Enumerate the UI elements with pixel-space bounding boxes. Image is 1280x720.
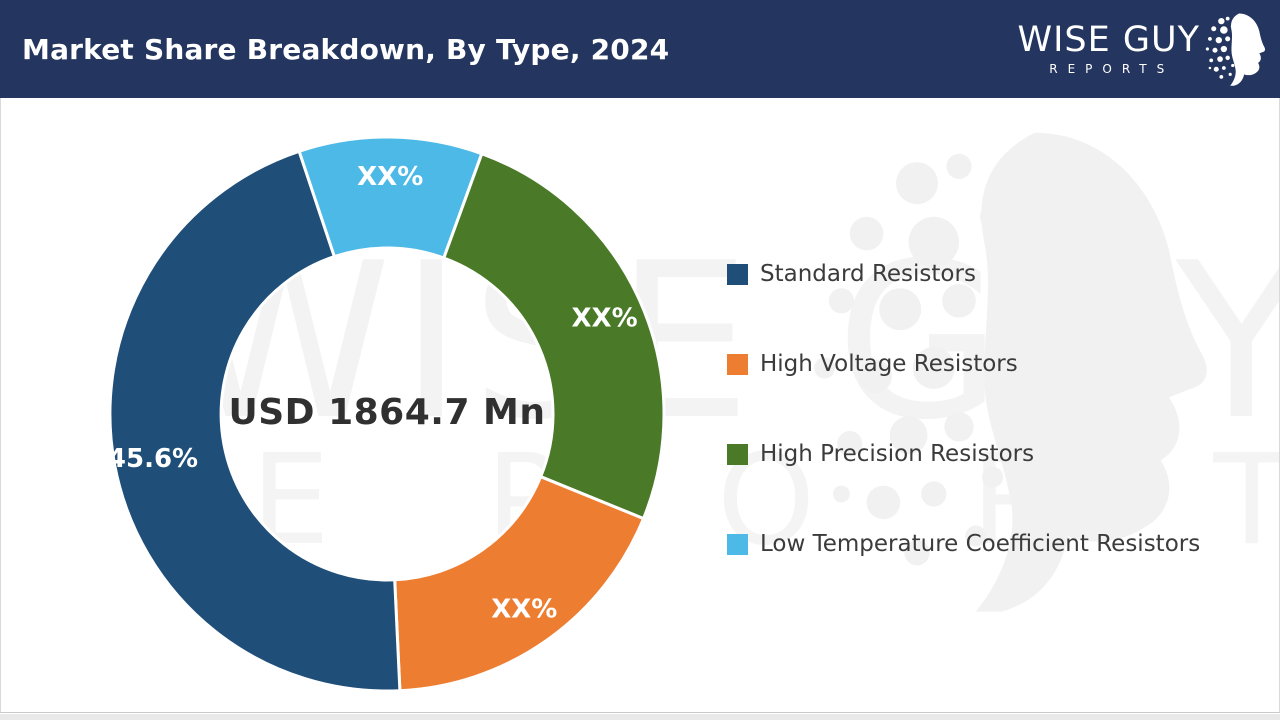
donut-segment-high-precision-resistors	[442, 152, 666, 521]
donut-chart: XX% XX% XX% 45.6%	[108, 135, 666, 693]
legend-label-high-precision-resistors: High Precision Resistors	[760, 441, 1035, 467]
legend-swatch-high-precision-resistors	[727, 443, 748, 465]
donut-label-low-temperature-coefficient-resistors: XX%	[357, 162, 423, 192]
legend-label-standard-resistors: Standard Resistors	[760, 261, 976, 287]
chart-card: WISE GUY E P O R T XX% XX% XX% 45.6% USD 18…	[0, 98, 1280, 713]
legend-swatch-low-temperature-coefficient-resistors	[727, 533, 748, 555]
logo-wordmark: WISE GUY	[1017, 20, 1200, 60]
logo-subtext: REPORTS	[1049, 62, 1175, 76]
donut-label-high-precision-resistors: XX%	[572, 304, 638, 334]
footer-strip	[0, 714, 1280, 720]
donut-segment-high-voltage-resistors	[393, 475, 645, 693]
legend-label-high-voltage-resistors: High Voltage Resistors	[760, 351, 1018, 377]
donut-center-value: USD 1864.7 Mn	[228, 392, 546, 433]
header-bar: Market Share Breakdown, By Type, 2024 WI…	[0, 0, 1280, 98]
donut-label-standard-resistors: 45.6%	[108, 444, 198, 474]
legend-swatch-standard-resistors	[727, 263, 748, 285]
legend-item-high-precision-resistors: High Precision Resistors	[727, 440, 1200, 468]
legend-item-low-temperature-coefficient-resistors: Low Temperature Coefficient Resistors	[727, 530, 1200, 558]
legend-item-standard-resistors: Standard Resistors	[727, 260, 1200, 288]
donut-segment-standard-resistors	[108, 149, 402, 693]
legend-item-high-voltage-resistors: High Voltage Resistors	[727, 350, 1200, 378]
legend-label-low-temperature-coefficient-resistors: Low Temperature Coefficient Resistors	[760, 531, 1201, 557]
wiseguy-logo: WISE GUY REPORTS	[1017, 11, 1280, 87]
donut-label-high-voltage-resistors: XX%	[491, 595, 557, 625]
wiseguy-face-icon	[1205, 13, 1266, 86]
chart-legend: Standard Resistors High Voltage Resistors…	[727, 260, 1200, 558]
legend-swatch-high-voltage-resistors	[727, 353, 748, 375]
page-title: Market Share Breakdown, By Type, 2024	[22, 32, 670, 66]
